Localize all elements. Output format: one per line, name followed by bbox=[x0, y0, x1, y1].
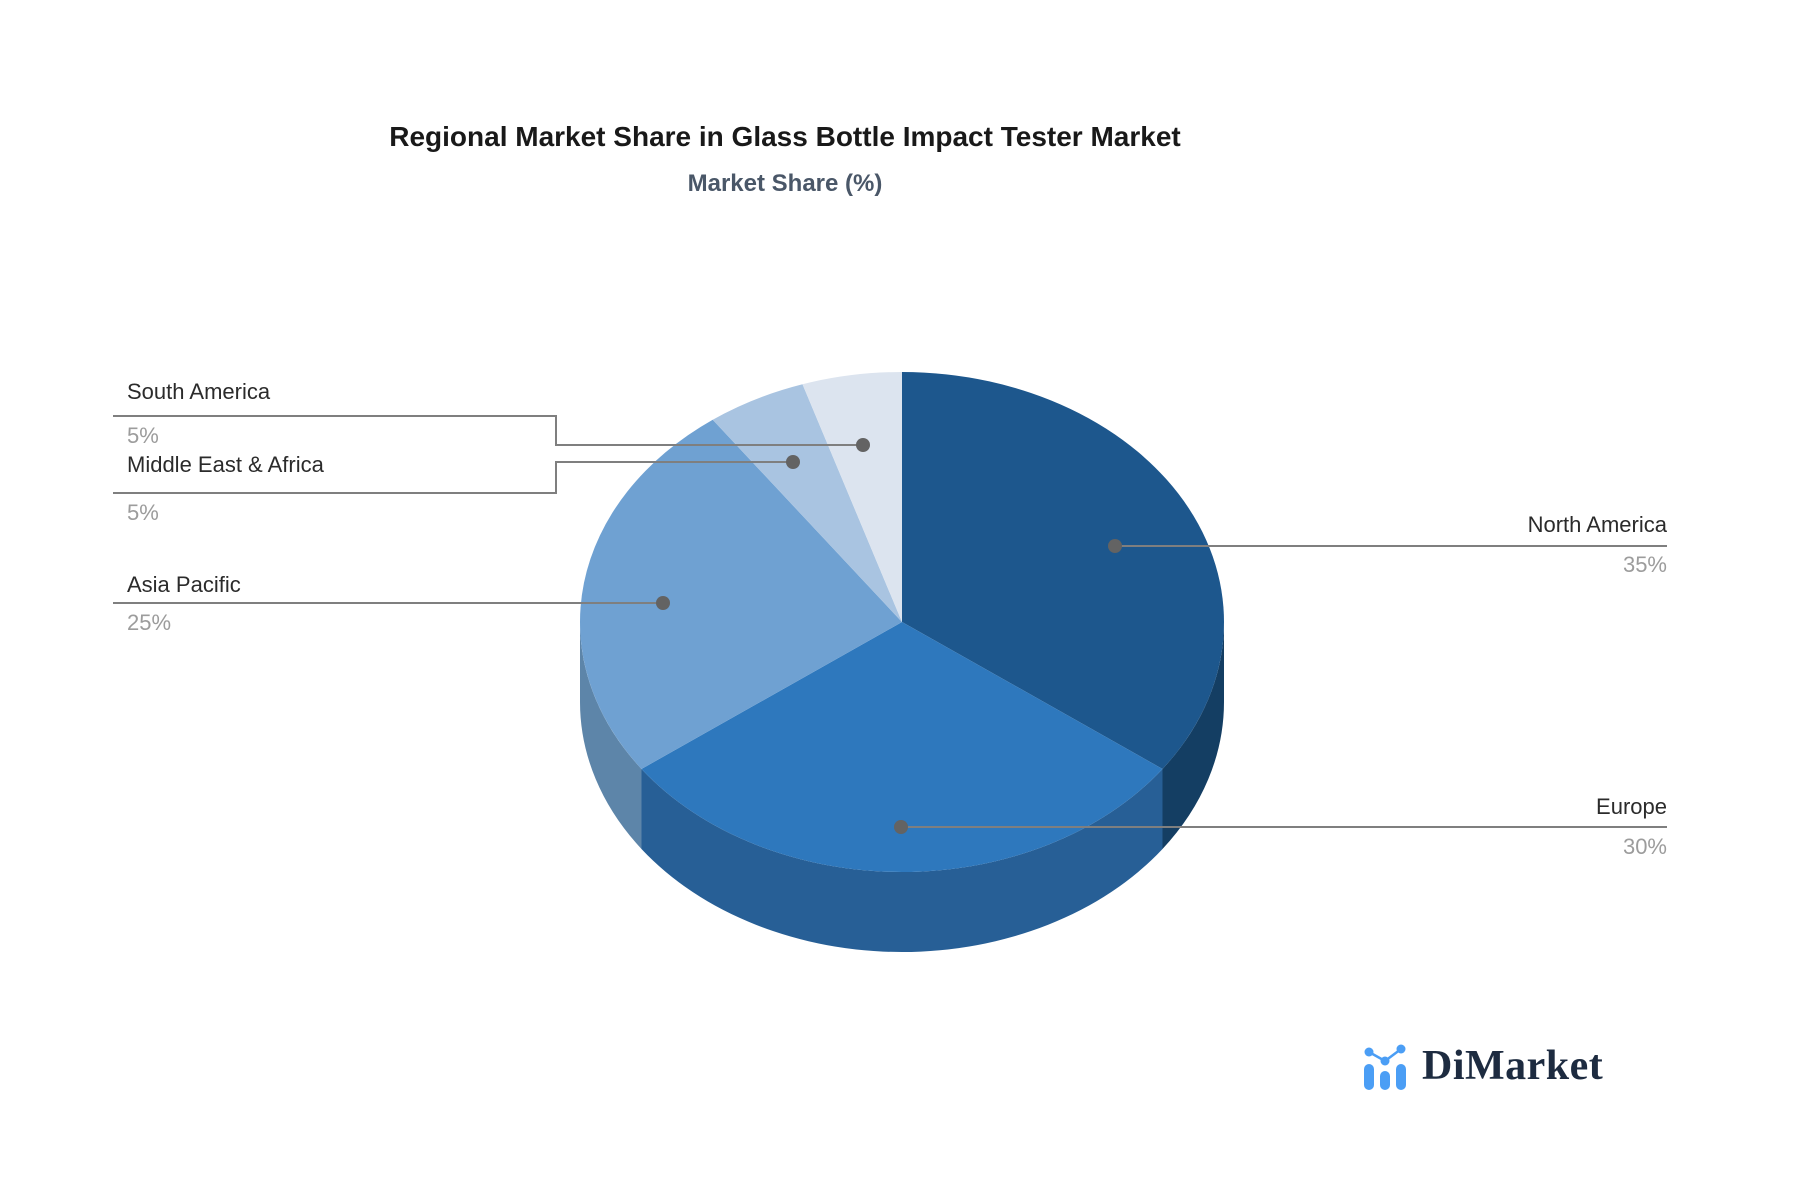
leader-dot-europe bbox=[894, 820, 908, 834]
dimarket-logo-icon bbox=[1364, 1044, 1406, 1090]
pie-side-north-america bbox=[1162, 622, 1224, 849]
leader-line-middle-east-africa bbox=[113, 461, 793, 494]
callout-label-asia-pacific: Asia Pacific bbox=[127, 572, 241, 597]
callout-label-europe: Europe bbox=[1596, 794, 1667, 819]
pie-slice-middle-east-africa[interactable] bbox=[712, 384, 902, 622]
callout-value-north-america: 35% bbox=[1622, 552, 1667, 577]
callout-value-south-america: 5% bbox=[127, 423, 159, 448]
callout-label-middle-east-africa: Middle East & Africa bbox=[127, 452, 324, 477]
callout-label-south-america: South America bbox=[127, 379, 271, 404]
dimarket-logo: DiMarket bbox=[1362, 1040, 1603, 1092]
pie-slice-south-america[interactable] bbox=[802, 372, 902, 622]
chart-title: Regional Market Share in Glass Bottle Im… bbox=[389, 121, 1181, 152]
leader-dot-south-america bbox=[856, 438, 870, 452]
leader-line-south-america bbox=[113, 415, 863, 446]
pie-slice-europe[interactable] bbox=[641, 622, 1163, 872]
chart-subtitle: Market Share (%) bbox=[687, 170, 883, 197]
callout-value-asia-pacific: 25% bbox=[127, 610, 172, 635]
leader-dot-north-america bbox=[1108, 539, 1122, 553]
pie-side-asia-pacific bbox=[580, 622, 642, 849]
leader-dot-asia-pacific bbox=[656, 596, 670, 610]
pie-slice-north-america[interactable] bbox=[902, 372, 1224, 769]
callout-value-middle-east-africa: 5% bbox=[127, 500, 159, 525]
callout-value-europe: 30% bbox=[1622, 834, 1667, 859]
leader-dot-middle-east-africa bbox=[786, 455, 800, 469]
pie-slice-asia-pacific[interactable] bbox=[580, 419, 902, 769]
pie-side-europe bbox=[641, 768, 1163, 952]
callout-label-north-america: North America bbox=[1527, 512, 1667, 537]
dimarket-logo-text: DiMarket bbox=[1422, 1043, 1604, 1089]
